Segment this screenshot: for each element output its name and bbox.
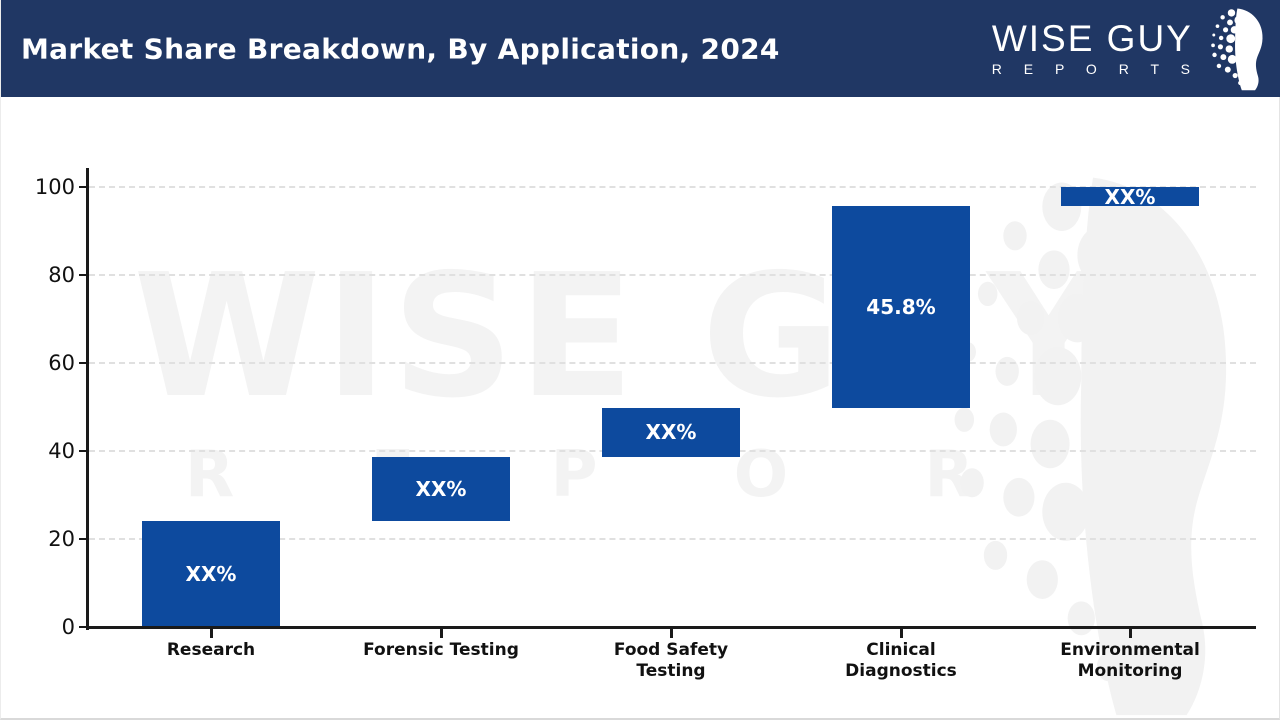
waterfall-bar: XX% xyxy=(372,456,510,521)
y-gridline xyxy=(89,274,1256,276)
waterfall-bar: XX% xyxy=(1061,184,1199,209)
x-axis-line xyxy=(86,626,1256,629)
y-gridline xyxy=(89,362,1256,364)
x-tick-mark xyxy=(670,629,673,638)
x-tick-mark xyxy=(210,629,213,638)
y-axis-line xyxy=(86,168,89,630)
header: Market Share Breakdown, By Application, … xyxy=(1,0,1280,97)
x-tick-mark xyxy=(1129,629,1132,638)
brand-logo: WISE GUY R E P O R T S xyxy=(986,6,1267,92)
y-tick-label: 20 xyxy=(48,527,75,551)
y-tick-label: 100 xyxy=(34,175,75,199)
waterfall-bar: XX% xyxy=(602,407,740,457)
y-tick-label: 40 xyxy=(48,439,75,463)
logo-wordmark: WISE GUY xyxy=(991,18,1193,59)
y-tick-mark xyxy=(79,538,88,540)
bar-value-label: 45.8% xyxy=(866,295,936,320)
y-tick-mark xyxy=(79,274,88,276)
logo-head-icon xyxy=(1211,8,1263,91)
x-tick-mark xyxy=(900,629,903,638)
bar-value-label: XX% xyxy=(185,561,237,586)
logo-subtext: R E P O R T S xyxy=(991,61,1199,77)
y-tick-label: 60 xyxy=(48,351,75,375)
bar-value-label: XX% xyxy=(1104,184,1156,209)
x-tick-mark xyxy=(440,629,443,638)
x-category-label: Clinical Diagnostics xyxy=(845,640,957,681)
y-tick-mark xyxy=(79,362,88,364)
x-category-label: Research xyxy=(166,640,256,660)
y-tick-label: 0 xyxy=(61,615,75,639)
waterfall-bar: 45.8% xyxy=(832,206,970,408)
y-tick-label: 80 xyxy=(48,263,75,287)
bar-value-label: XX% xyxy=(415,476,467,501)
page-title: Market Share Breakdown, By Application, … xyxy=(21,32,780,65)
waterfall-bar: XX% xyxy=(142,520,280,627)
y-tick-mark xyxy=(79,186,88,188)
y-tick-mark xyxy=(79,450,88,452)
bar-value-label: XX% xyxy=(645,420,697,445)
y-gridline xyxy=(89,186,1256,188)
logo-wordmark-block: WISE GUY R E P O R T S xyxy=(986,20,1199,78)
x-category-label: Environmental Monitoring xyxy=(1060,640,1200,681)
x-category-label: Forensic Testing xyxy=(363,640,519,660)
x-category-label: Food Safety Testing xyxy=(613,640,729,681)
y-gridline xyxy=(89,538,1256,540)
y-tick-mark xyxy=(79,626,88,628)
